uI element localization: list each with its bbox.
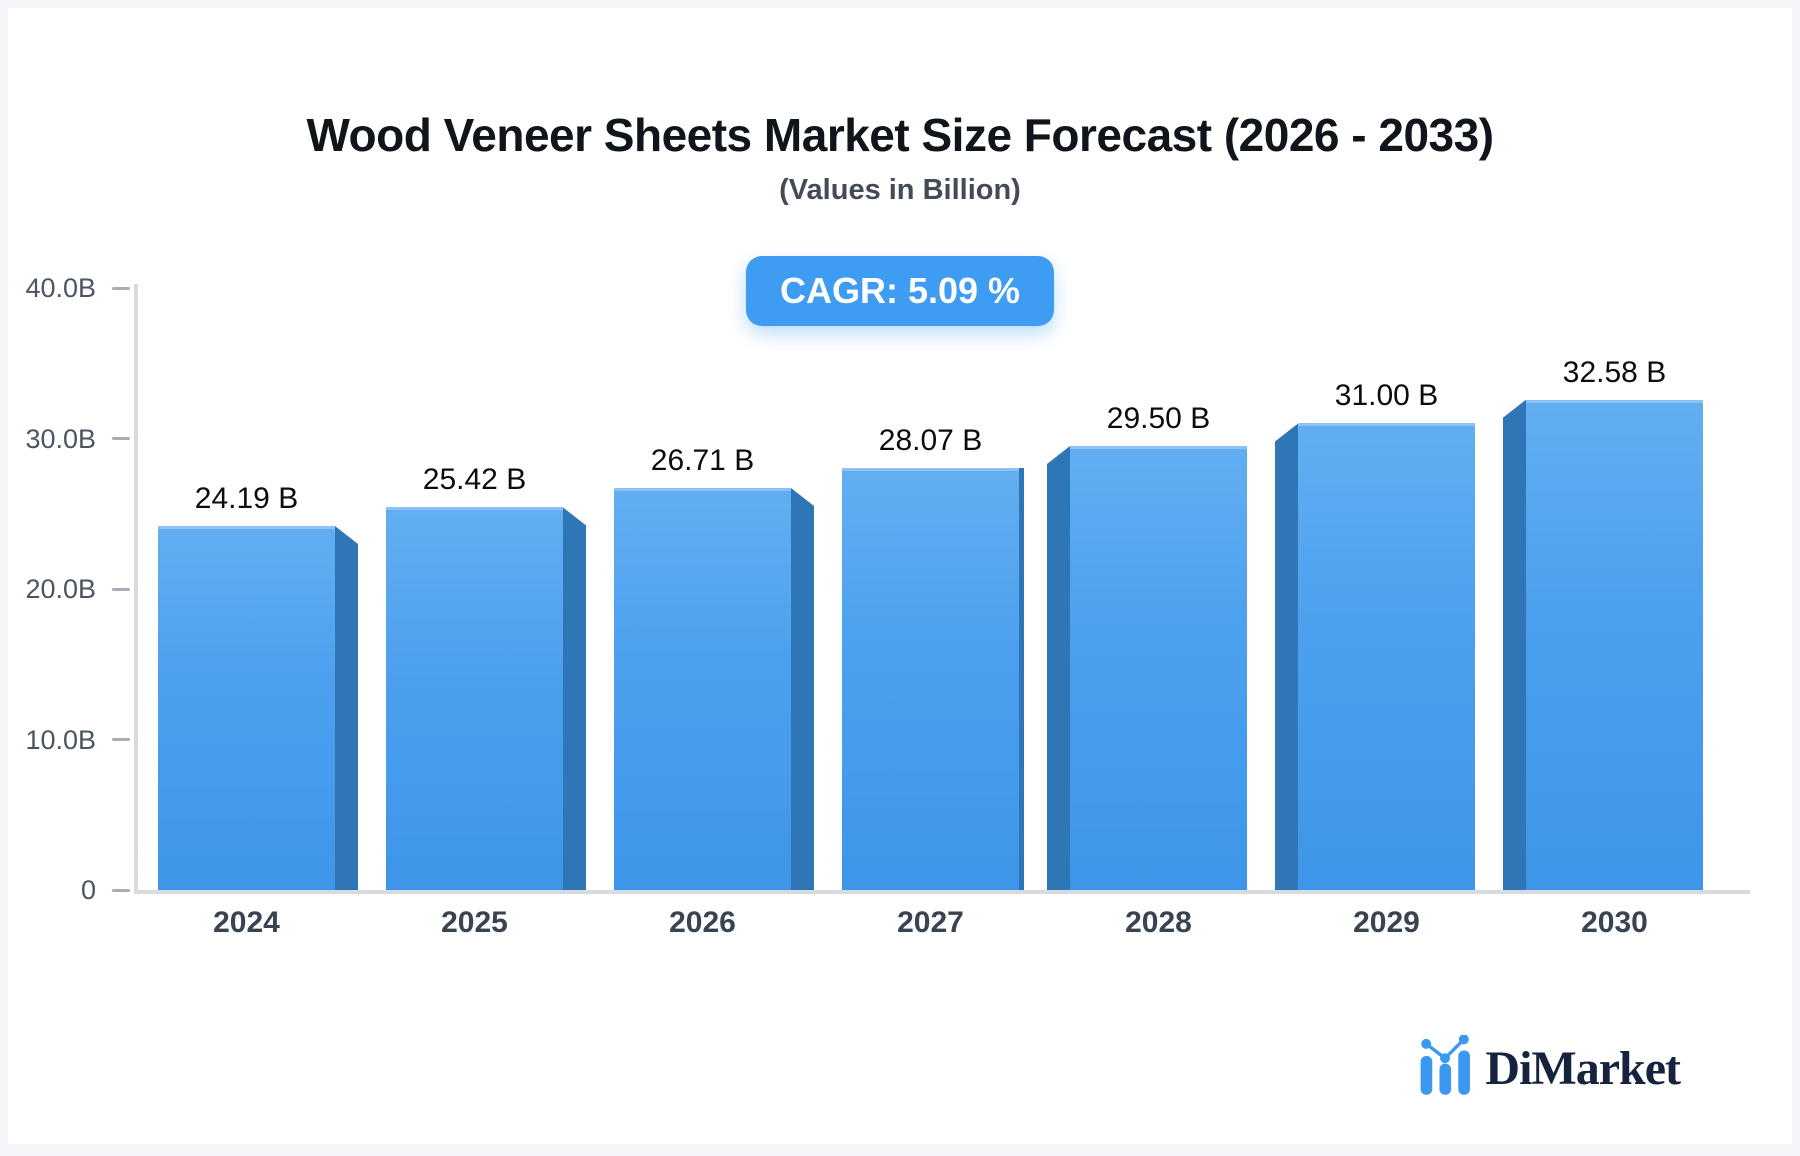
y-tick-mark <box>112 738 130 741</box>
bar-side-2028 <box>1047 446 1070 890</box>
bar-value-label: 28.07 B <box>878 423 983 457</box>
y-tick-mark <box>112 437 130 440</box>
x-axis-label: 2028 <box>1125 906 1192 939</box>
y-tick-mark <box>112 888 130 892</box>
x-axis-label: 2029 <box>1353 906 1420 939</box>
chart-title: Wood Veneer Sheets Market Size Forecast … <box>306 109 1494 161</box>
y-tick-label: 10.0B <box>25 724 96 755</box>
bar-face-2030 <box>1526 399 1703 890</box>
y-tick-label: 0 <box>80 875 96 905</box>
bar-face-2027 <box>842 467 1019 890</box>
bar-side-2026 <box>791 488 814 890</box>
bar-value-label: 26.71 B <box>650 444 755 477</box>
x-axis-baseline <box>134 890 1750 894</box>
brand-logo: DiMarket <box>1417 1034 1681 1102</box>
x-axis-label: 2026 <box>669 906 736 939</box>
bar-face-2024 <box>158 525 335 890</box>
brand-name: DiMarket <box>1485 1042 1681 1095</box>
x-axis-label: 2027 <box>897 906 964 939</box>
chart-card: Wood Veneer Sheets Market Size Forecast … <box>8 8 1792 1144</box>
cagr-badge: CAGR: 5.09 % <box>745 256 1055 326</box>
bar-value-label: 25.42 B <box>422 463 527 497</box>
y-tick-label: 40.0B <box>25 273 96 303</box>
bar-side-2025 <box>563 507 586 890</box>
bar-value-label: 29.50 B <box>1106 402 1211 436</box>
bar-face-2026 <box>614 488 791 890</box>
bar-value-label: 31.00 B <box>1334 379 1439 413</box>
bar-face-2028 <box>1070 446 1247 890</box>
x-axis-label: 2030 <box>1581 906 1648 939</box>
bar-side-2029 <box>1275 423 1298 890</box>
bar-side-2030 <box>1503 399 1526 890</box>
y-tick-label: 30.0B <box>25 423 96 454</box>
bar-side-2027 <box>1019 467 1024 890</box>
y-tick-label: 20.0B <box>25 574 96 604</box>
y-tick-mark <box>112 286 130 290</box>
bar-side-2024 <box>335 525 358 890</box>
bar-value-label: 24.19 B <box>194 481 299 515</box>
bar-line-chart-icon <box>1417 1034 1473 1102</box>
y-tick-mark <box>112 587 130 591</box>
x-axis-label: 2025 <box>441 906 508 939</box>
bar-face-2029 <box>1298 423 1475 890</box>
bar-value-label: 32.58 B <box>1562 355 1667 389</box>
chart-subtitle: (Values in Billion) <box>779 174 1021 206</box>
x-axis-label: 2024 <box>213 906 280 939</box>
bar-face-2025 <box>386 507 563 890</box>
bar-chart-plot: 40.0B 30.0B 20.0B 10.0B 0 24.19 B 2024 25.42 B 2… <box>8 8 1792 1144</box>
y-axis-line <box>134 284 138 894</box>
